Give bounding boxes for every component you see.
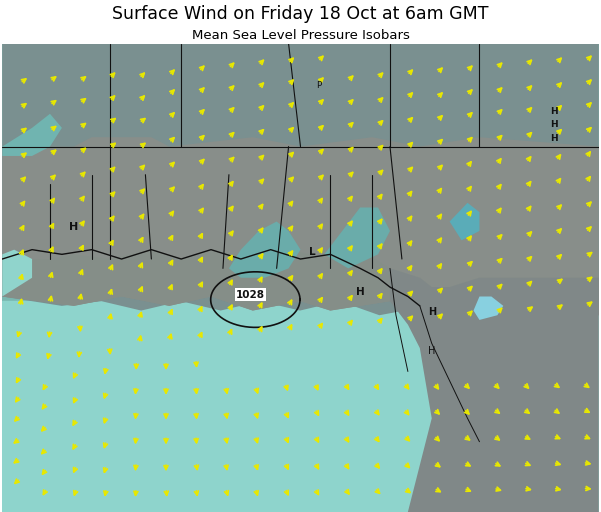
Text: H: H: [550, 106, 558, 116]
Text: L: L: [309, 247, 316, 257]
Polygon shape: [325, 207, 390, 268]
Polygon shape: [390, 268, 599, 512]
Polygon shape: [450, 203, 480, 240]
Text: 1028: 1028: [236, 290, 265, 300]
Polygon shape: [2, 250, 32, 296]
Polygon shape: [2, 250, 599, 315]
Polygon shape: [474, 296, 503, 320]
Polygon shape: [2, 137, 599, 315]
Text: H: H: [550, 120, 558, 130]
Text: Surface Wind on Friday 18 Oct at 6am GMT: Surface Wind on Friday 18 Oct at 6am GMT: [112, 5, 489, 23]
Text: H: H: [69, 222, 79, 232]
Text: H: H: [428, 307, 436, 316]
Bar: [2, 301, 599, 512]
Polygon shape: [2, 114, 62, 156]
Polygon shape: [229, 222, 300, 278]
Text: H: H: [428, 346, 435, 356]
Text: P: P: [316, 81, 321, 90]
Bar: [2, 44, 599, 301]
Polygon shape: [2, 44, 599, 315]
Text: Mean Sea Level Pressure Isobars: Mean Sea Level Pressure Isobars: [192, 29, 409, 42]
Text: H: H: [550, 134, 558, 143]
Text: H: H: [356, 287, 365, 296]
